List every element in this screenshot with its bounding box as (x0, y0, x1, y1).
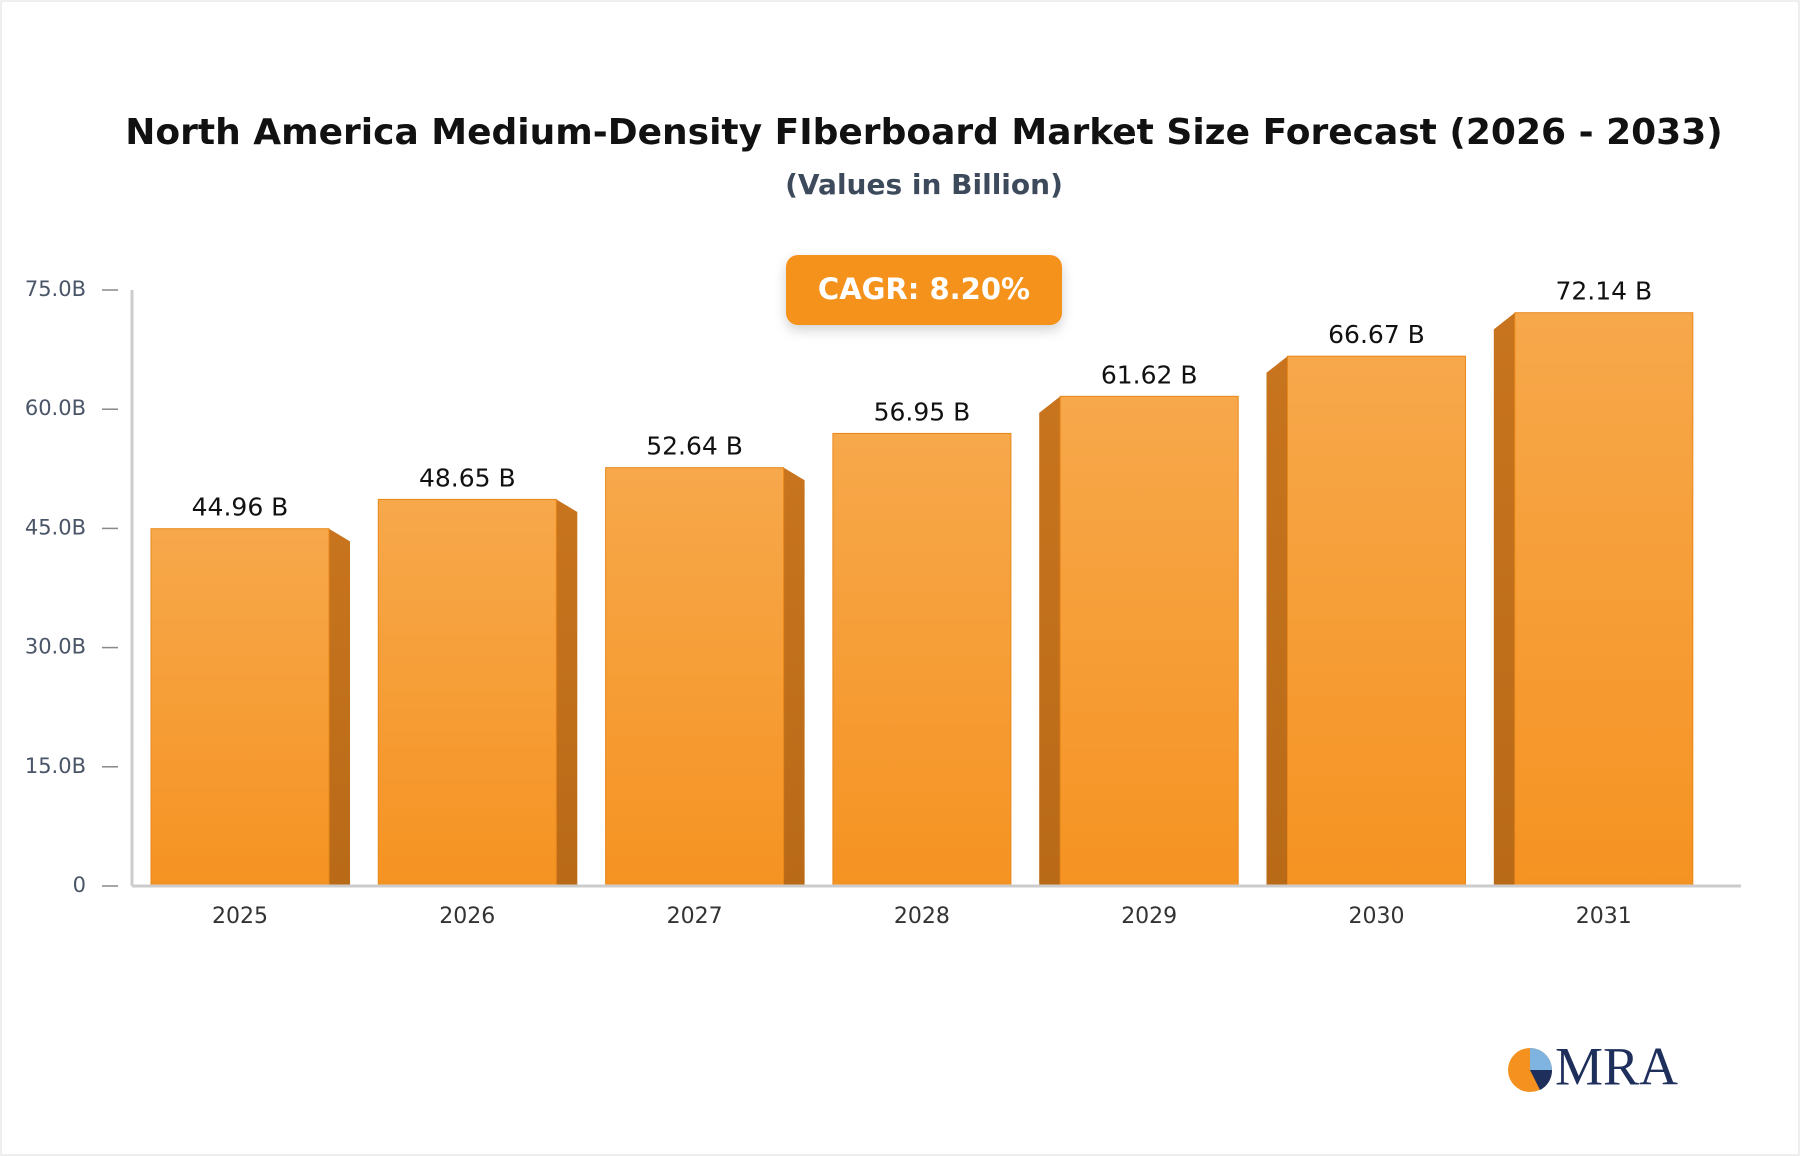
x-tick-label: 2027 (667, 904, 723, 929)
logo-text: MRA (1555, 1036, 1678, 1096)
y-tick-label: 45.0B (25, 515, 86, 539)
bar (832, 432, 1012, 887)
y-tick-label: 30.0B (25, 635, 86, 659)
value-label: 61.62 B (1101, 360, 1198, 389)
x-tick-label: 2031 (1576, 904, 1632, 929)
bar (1287, 355, 1466, 887)
y-tick-label: 60.0B (25, 396, 86, 420)
bar (1059, 395, 1239, 887)
value-label: 44.96 B (192, 493, 289, 522)
bar-side (1266, 356, 1288, 886)
cagr-badge (786, 255, 1062, 325)
value-label: 66.67 B (1328, 320, 1425, 349)
x-tick-label: 2030 (1349, 904, 1405, 929)
value-label: 52.64 B (646, 432, 743, 461)
bar-side (783, 467, 805, 886)
bar-side (556, 499, 578, 886)
logo: MRA (1508, 1036, 1678, 1096)
logo-icon-slice (1530, 1070, 1553, 1090)
x-tick-label: 2028 (894, 904, 950, 929)
value-label: 72.14 B (1555, 277, 1652, 306)
y-tick-label: 0 (73, 873, 86, 897)
value-label: 48.65 B (419, 463, 516, 492)
cagr-text: CAGR: 8.20% (818, 272, 1030, 306)
chart-title: North America Medium-Density FIberboard … (125, 112, 1722, 153)
bar (605, 467, 785, 887)
y-tick-label: 15.0B (25, 754, 86, 778)
value-label: 56.95 B (874, 397, 971, 426)
plot: 0 15.0B 30.0B 45.0B 60.0B 75.0B 44.96 B 2025 48.… (25, 277, 1741, 929)
bar-side (1039, 396, 1061, 886)
x-tick-label: 2026 (439, 904, 495, 929)
bar-side (329, 528, 350, 886)
bar (377, 498, 557, 887)
chart-subtitle: (Values in Billion) (785, 168, 1063, 201)
bar-side (1493, 312, 1515, 886)
bar (150, 528, 330, 887)
x-tick-label: 2025 (212, 904, 268, 929)
bar (1514, 312, 1694, 887)
logo-icon-slice (1530, 1048, 1552, 1070)
y-tick-label: 75.0B (25, 277, 86, 301)
x-tick-label: 2029 (1121, 904, 1177, 929)
